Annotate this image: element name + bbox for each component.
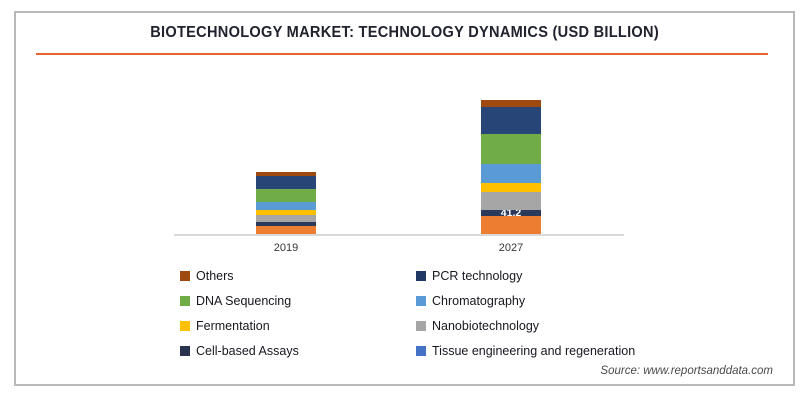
bar-segment xyxy=(481,107,541,135)
legend-item: PCR technology xyxy=(416,269,635,283)
source-attribution: Source: www.reportsanddata.com xyxy=(600,365,773,377)
bar-segment xyxy=(256,188,316,202)
legend-item: Chromatography xyxy=(416,294,635,308)
legend-label: Nanobiotechnology xyxy=(432,318,540,333)
legend-label: Others xyxy=(196,268,234,283)
bar-segment xyxy=(481,215,541,234)
legend-item: Cell-based Assays xyxy=(180,344,416,358)
bar-segment xyxy=(256,222,316,226)
legend-item: Others xyxy=(180,269,416,283)
stacked-bar-2027: 41.2 xyxy=(481,100,541,234)
legend-swatch-icon xyxy=(180,345,190,356)
bar-segment xyxy=(481,164,541,184)
bar-segment xyxy=(256,172,316,177)
legend-swatch-icon xyxy=(416,270,426,281)
bar-segment xyxy=(256,225,316,234)
bar-segment xyxy=(256,215,316,223)
legend-swatch-icon xyxy=(180,295,190,306)
legend-swatch-icon xyxy=(416,295,426,306)
legend-swatch-icon xyxy=(180,270,190,281)
title-underline xyxy=(36,53,768,55)
legend-item: DNA Sequencing xyxy=(180,294,416,308)
legend-item: Fermentation xyxy=(180,319,416,333)
bar-segment: 41.2 xyxy=(481,206,541,219)
plot-area: 2019 41.2 2027 xyxy=(174,94,624,254)
chart-frame: BIOTECHNOLOGY MARKET: TECHNOLOGY DYNAMIC… xyxy=(14,11,795,386)
bar-segment xyxy=(481,134,541,165)
legend-label: Chromatography xyxy=(432,293,526,308)
stacked-bar-2019 xyxy=(256,172,316,234)
chart-title: BIOTECHNOLOGY MARKET: TECHNOLOGY DYNAMIC… xyxy=(150,24,659,41)
chart-legend: Others PCR technology DNA Sequencing Chroma… xyxy=(180,263,635,363)
legend-swatch-icon xyxy=(416,320,426,331)
legend-item: Tissue engineering and regeneration xyxy=(416,344,635,358)
legend-item: Nanobiotechnology xyxy=(416,319,635,333)
legend-label: Cell-based Assays xyxy=(196,343,299,358)
bar-segment xyxy=(481,183,541,192)
legend-label: Tissue engineering and regeneration xyxy=(432,343,636,358)
bar-segment xyxy=(256,176,316,189)
legend-swatch-icon xyxy=(180,320,190,331)
bar-segment xyxy=(256,201,316,210)
bar-segment xyxy=(481,100,541,107)
legend-label: Fermentation xyxy=(196,318,270,333)
x-tick-label: 2027 xyxy=(498,242,524,254)
x-tick-label: 2019 xyxy=(273,242,299,254)
x-axis-line xyxy=(174,234,624,236)
title-wrap: BIOTECHNOLOGY MARKET: TECHNOLOGY DYNAMIC… xyxy=(16,24,793,42)
legend-swatch-icon xyxy=(416,345,426,356)
legend-label: DNA Sequencing xyxy=(196,293,292,308)
bar-segment xyxy=(481,191,541,210)
data-label: 41.2 xyxy=(500,206,522,219)
bar-segment xyxy=(256,209,316,216)
legend-label: PCR technology xyxy=(432,268,523,283)
